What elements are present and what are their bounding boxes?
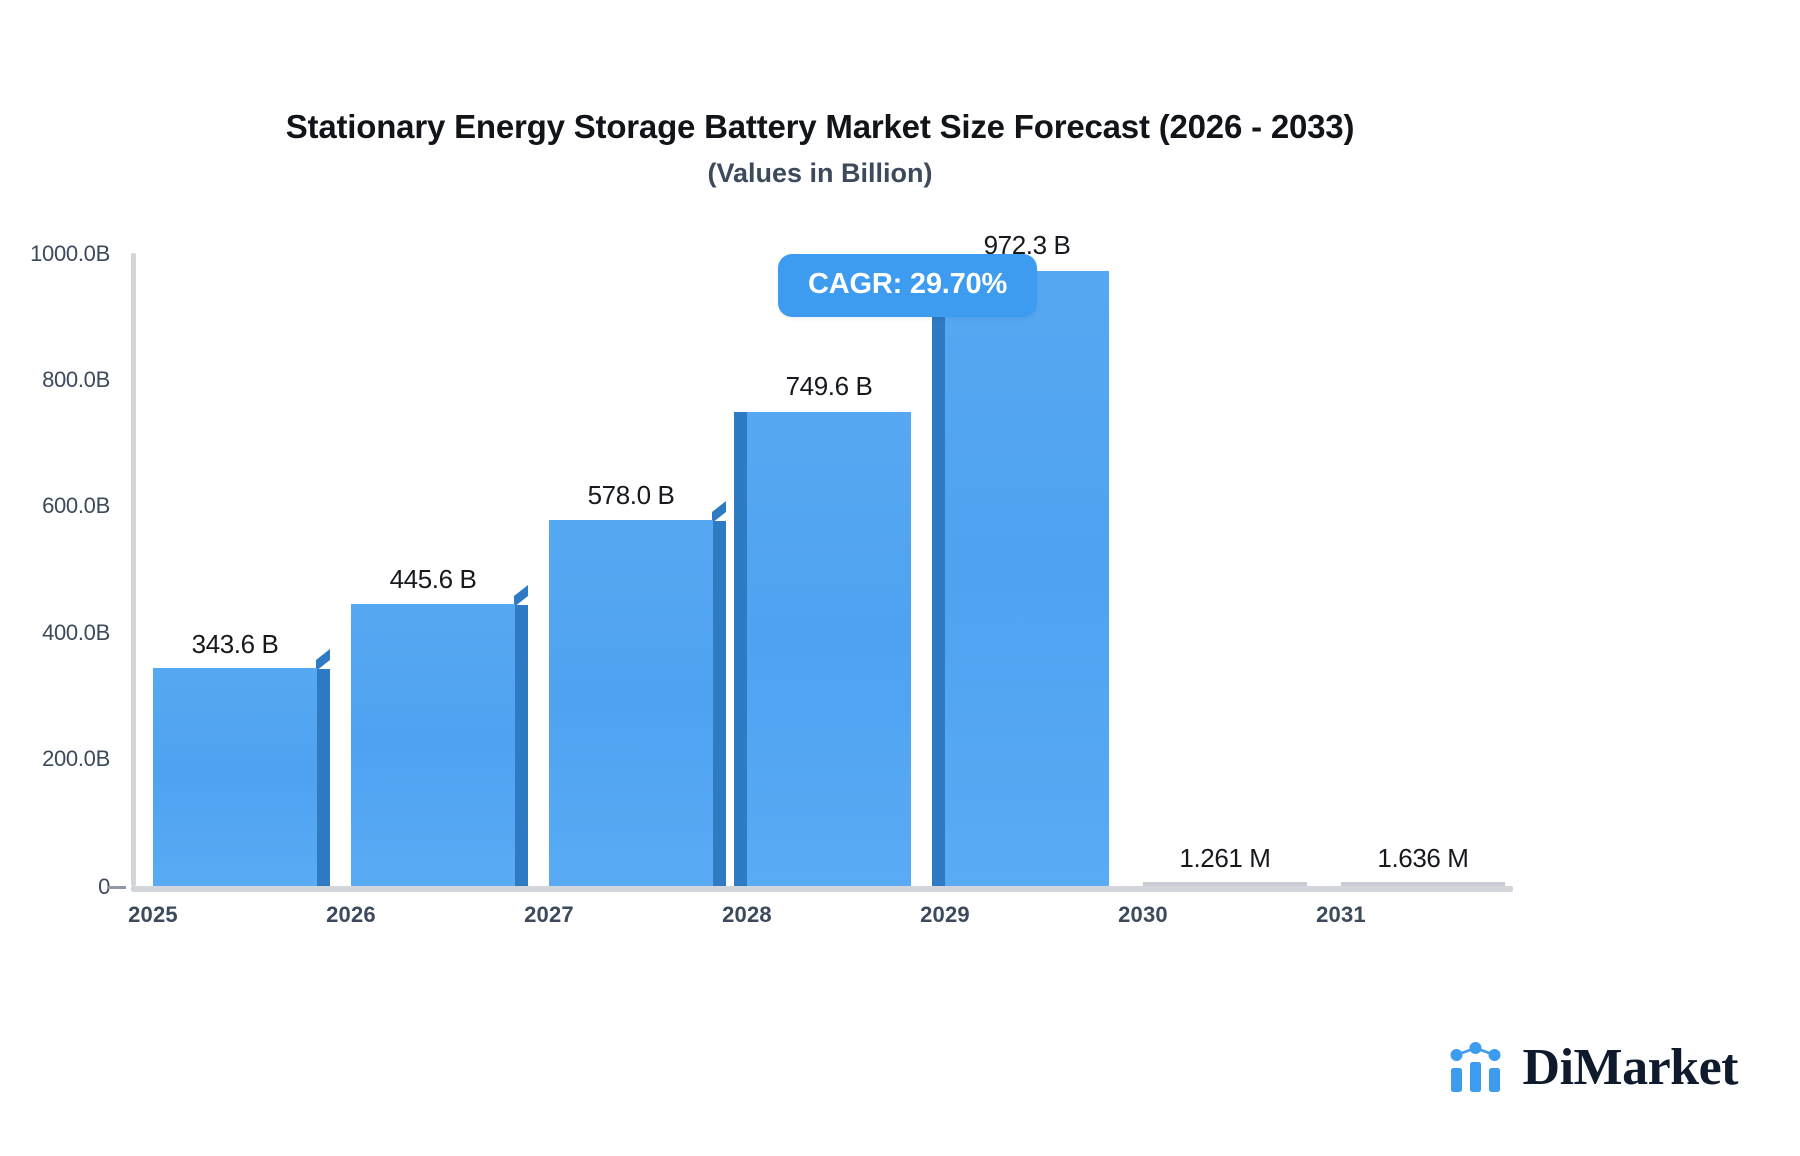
bar-chart-icon [1450, 1042, 1501, 1092]
bar-value-label: 1.261 M [1179, 843, 1271, 873]
x-tick-label-2025: 2025 [128, 902, 178, 927]
y-tick-label: 1000.0B [30, 241, 110, 266]
bar-front-face [1143, 882, 1307, 886]
bar-value-label: 1.636 M [1377, 843, 1469, 873]
y-tick-label: 800.0B [42, 367, 110, 392]
bar-front-face [351, 604, 515, 886]
bar-side-face [713, 521, 726, 886]
y-axis-line [131, 253, 136, 886]
logo-wordmark: DiMarket [1522, 1039, 1739, 1096]
y-axis-zero-tick [108, 886, 126, 889]
bar-side-face [317, 669, 330, 886]
x-axis-line [131, 886, 1513, 892]
x-tick-label-2029: 2029 [920, 902, 970, 927]
bar-front-face [153, 668, 317, 886]
bar-value-label: 445.6 B [389, 564, 477, 594]
x-tick-label-2027: 2027 [524, 902, 574, 927]
x-tick-label-2026: 2026 [326, 902, 376, 927]
bars-layer: 343.6 B 445.6 B 578.0 B 749.6 B 972.3 B [131, 230, 1513, 886]
bar-front-face [945, 271, 1109, 886]
y-tick-label: 400.0B [42, 620, 110, 645]
chart-header: Stationary Energy Storage Battery Market… [0, 108, 1640, 189]
bar-front-face [747, 412, 911, 886]
cagr-badge: CAGR: 29.70% [778, 254, 1038, 317]
bar-value-label: 343.6 B [191, 629, 279, 659]
bar-side-face [515, 605, 528, 886]
x-tick-label-2030: 2030 [1118, 902, 1168, 927]
bar-side-face [932, 280, 945, 886]
x-tick-label-2031: 2031 [1316, 902, 1366, 927]
brand-logo: DiMarket [1449, 1039, 1739, 1096]
chart-subtitle: (Values in Billion) [707, 157, 933, 188]
plot-area [131, 253, 1513, 892]
y-tick-label: 0 [98, 874, 110, 899]
bar-value-label: 578.0 B [587, 480, 675, 510]
y-tick-label: 200.0B [42, 746, 110, 771]
y-tick-label: 600.0B [42, 493, 110, 518]
x-tick-label-2028: 2028 [722, 902, 772, 927]
bar-value-label: 749.6 B [785, 371, 873, 401]
bar-front-face [549, 520, 713, 886]
bar-front-face [1341, 882, 1505, 886]
bar-side-face [734, 412, 747, 886]
page-title: Stationary Energy Storage Battery Market… [285, 108, 1355, 145]
